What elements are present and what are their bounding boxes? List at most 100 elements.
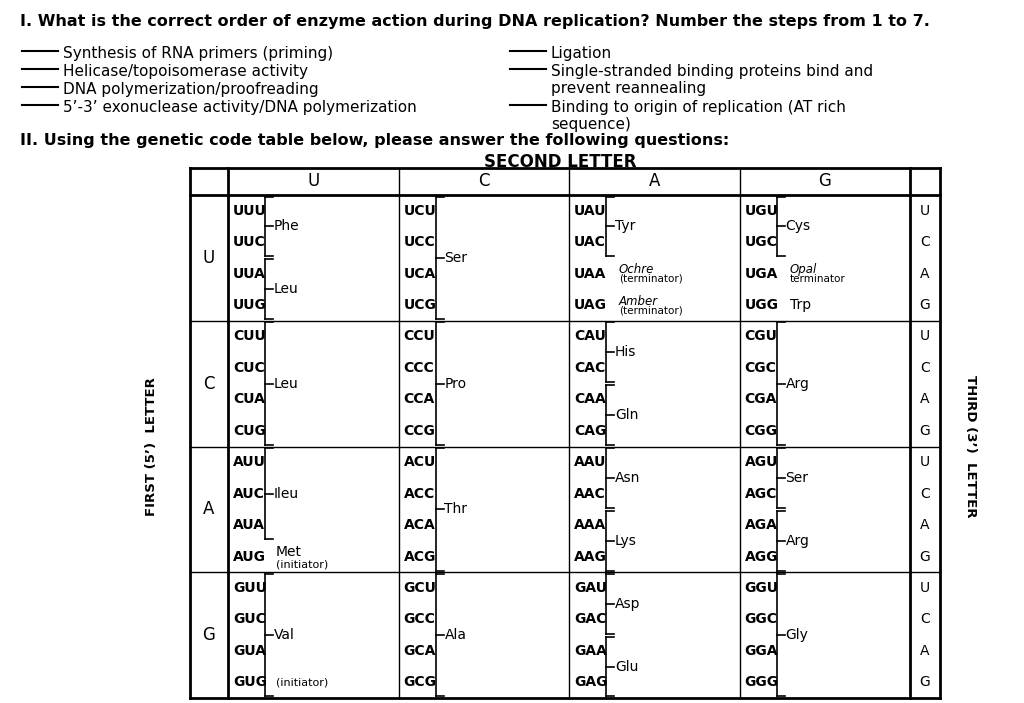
Text: AAU: AAU xyxy=(574,456,606,469)
Text: Helicase/topoisomerase activity: Helicase/topoisomerase activity xyxy=(63,64,308,79)
Text: UAC: UAC xyxy=(574,236,606,249)
Text: GUG: GUG xyxy=(233,676,267,689)
Text: G: G xyxy=(920,550,931,564)
Text: GAG: GAG xyxy=(574,676,607,689)
Text: AAA: AAA xyxy=(574,518,606,532)
Text: UUG: UUG xyxy=(233,298,267,312)
Text: UGU: UGU xyxy=(744,204,778,218)
Text: C: C xyxy=(921,236,930,249)
Text: G: G xyxy=(818,172,831,191)
Text: Leu: Leu xyxy=(274,283,299,296)
Text: Arg: Arg xyxy=(785,377,809,391)
Text: UCG: UCG xyxy=(403,298,436,312)
Text: Tyr: Tyr xyxy=(615,219,635,233)
Text: CAG: CAG xyxy=(574,424,606,438)
Text: GAU: GAU xyxy=(574,581,607,595)
Text: U: U xyxy=(307,172,319,191)
Text: Single-stranded binding proteins bind and
prevent reannealing: Single-stranded binding proteins bind an… xyxy=(551,64,873,96)
Text: CGG: CGG xyxy=(744,424,777,438)
Text: Opal: Opal xyxy=(790,263,817,276)
Text: Cys: Cys xyxy=(785,219,811,233)
Text: THIRD (3’)  LETTER: THIRD (3’) LETTER xyxy=(964,375,977,517)
Text: Lys: Lys xyxy=(615,534,637,548)
Text: Asn: Asn xyxy=(615,471,640,485)
Text: Trp: Trp xyxy=(790,298,811,312)
Text: CCG: CCG xyxy=(403,424,435,438)
Text: AUC: AUC xyxy=(233,486,265,501)
Text: AAG: AAG xyxy=(574,550,607,564)
Text: CGA: CGA xyxy=(744,392,777,406)
Text: ACG: ACG xyxy=(403,550,436,564)
Text: Thr: Thr xyxy=(444,503,468,517)
Text: G: G xyxy=(920,298,931,312)
Text: CUC: CUC xyxy=(233,361,265,375)
Text: terminator: terminator xyxy=(790,273,845,283)
Text: GGG: GGG xyxy=(744,676,778,689)
Text: ACC: ACC xyxy=(403,486,435,501)
Text: CUA: CUA xyxy=(233,392,265,406)
Text: Ochre: Ochre xyxy=(618,263,654,276)
Text: Ileu: Ileu xyxy=(274,486,299,501)
Text: U: U xyxy=(203,249,215,267)
Text: SECOND LETTER: SECOND LETTER xyxy=(483,153,636,171)
Text: CUG: CUG xyxy=(233,424,266,438)
Text: AAC: AAC xyxy=(574,486,606,501)
Text: UAG: UAG xyxy=(574,298,607,312)
Text: Ser: Ser xyxy=(444,251,468,265)
Text: Met: Met xyxy=(276,545,302,558)
Text: A: A xyxy=(204,501,215,518)
Text: GCG: GCG xyxy=(403,676,436,689)
Text: (terminator): (terminator) xyxy=(618,305,683,315)
Text: Gly: Gly xyxy=(785,628,808,642)
Text: U: U xyxy=(920,204,930,218)
Text: A: A xyxy=(648,172,659,191)
Text: UAU: UAU xyxy=(574,204,606,218)
Text: Glu: Glu xyxy=(615,659,638,673)
Text: CCC: CCC xyxy=(403,361,434,375)
Text: GCC: GCC xyxy=(403,612,435,626)
Text: A: A xyxy=(921,392,930,406)
Text: AGU: AGU xyxy=(744,456,778,469)
Text: UUC: UUC xyxy=(233,236,266,249)
Text: (initiator): (initiator) xyxy=(276,677,329,688)
Text: U: U xyxy=(920,581,930,595)
Text: GAA: GAA xyxy=(574,644,607,658)
Text: GGU: GGU xyxy=(744,581,778,595)
Text: UUU: UUU xyxy=(233,204,266,218)
Text: GCU: GCU xyxy=(403,581,436,595)
Text: GUU: GUU xyxy=(233,581,267,595)
Text: (terminator): (terminator) xyxy=(618,273,683,283)
Text: U: U xyxy=(920,330,930,344)
Text: DNA polymerization/proofreading: DNA polymerization/proofreading xyxy=(63,82,318,97)
Text: II. Using the genetic code table below, please answer the following questions:: II. Using the genetic code table below, … xyxy=(20,133,729,148)
Text: CGU: CGU xyxy=(744,330,777,344)
Text: A: A xyxy=(921,518,930,532)
Text: A: A xyxy=(921,644,930,658)
Text: A: A xyxy=(921,266,930,280)
Text: G: G xyxy=(203,626,215,644)
Text: GAC: GAC xyxy=(574,612,606,626)
Text: Amber: Amber xyxy=(618,295,658,307)
Text: Phe: Phe xyxy=(274,219,300,233)
Text: AGC: AGC xyxy=(744,486,777,501)
Text: C: C xyxy=(203,375,215,392)
Text: CAC: CAC xyxy=(574,361,605,375)
Text: CAA: CAA xyxy=(574,392,606,406)
Text: CGC: CGC xyxy=(744,361,776,375)
Text: GUA: GUA xyxy=(233,644,266,658)
Text: UGA: UGA xyxy=(744,266,778,280)
Text: Binding to origin of replication (AT rich
sequence): Binding to origin of replication (AT ric… xyxy=(551,100,846,132)
Text: G: G xyxy=(920,676,931,689)
Text: AUU: AUU xyxy=(233,456,266,469)
Text: Synthesis of RNA primers (priming): Synthesis of RNA primers (priming) xyxy=(63,46,333,61)
Text: UGG: UGG xyxy=(744,298,778,312)
Text: C: C xyxy=(921,486,930,501)
Text: UCA: UCA xyxy=(403,266,436,280)
Text: Ala: Ala xyxy=(444,628,467,642)
Text: UUA: UUA xyxy=(233,266,266,280)
Text: I. What is the correct order of enzyme action during DNA replication? Number the: I. What is the correct order of enzyme a… xyxy=(20,14,930,29)
Text: C: C xyxy=(921,361,930,375)
Text: (initiator): (initiator) xyxy=(276,560,329,569)
Text: Leu: Leu xyxy=(274,377,299,391)
Text: Gln: Gln xyxy=(615,408,638,422)
